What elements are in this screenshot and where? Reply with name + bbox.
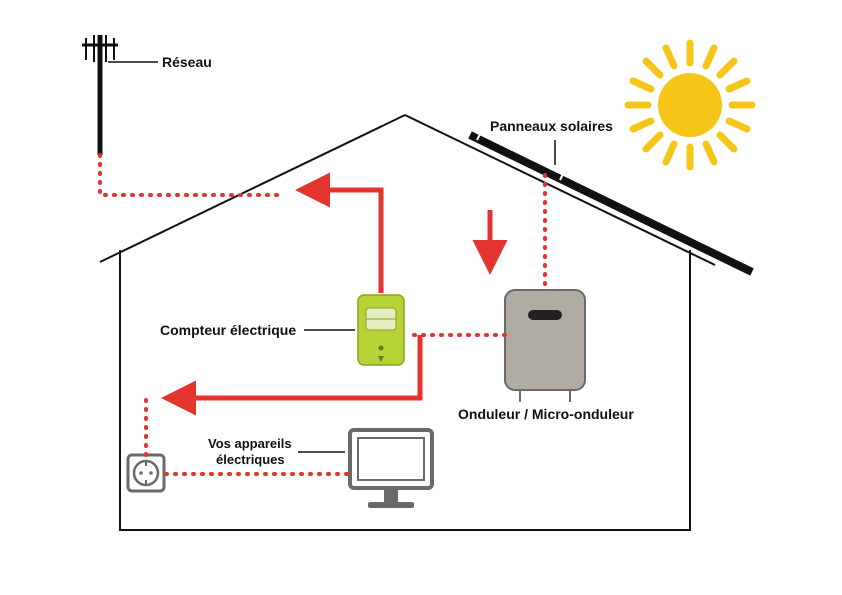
flow-dotted	[100, 155, 545, 474]
label-compteur: Compteur électrique	[160, 322, 296, 338]
outlet-icon	[128, 455, 164, 491]
flow-arrows	[168, 190, 490, 398]
label-reseau: Réseau	[162, 54, 212, 70]
inverter-icon	[505, 290, 585, 402]
monitor-icon	[350, 430, 432, 508]
sun-icon	[628, 43, 752, 167]
solar-diagram	[0, 0, 842, 595]
label-onduleur: Onduleur / Micro-onduleur	[458, 406, 634, 422]
electric-meter-icon	[358, 295, 404, 365]
antenna-icon	[82, 35, 118, 155]
label-appareils-2: électriques	[216, 452, 285, 467]
label-panneaux: Panneaux solaires	[490, 118, 613, 134]
label-appareils-1: Vos appareils	[208, 436, 292, 451]
